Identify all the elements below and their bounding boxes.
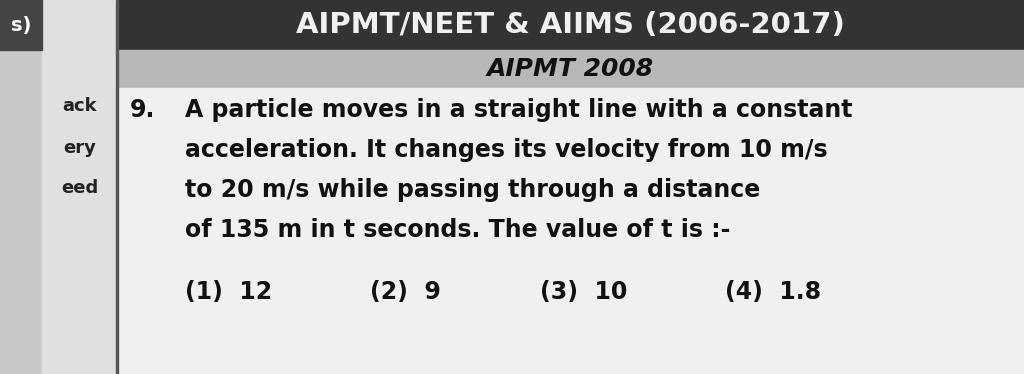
Bar — [42, 0, 117, 374]
Bar — [117, 50, 1024, 88]
Text: AIPMT/NEET & AIIMS (2006-2017): AIPMT/NEET & AIIMS (2006-2017) — [296, 11, 845, 39]
Text: (2)  9: (2) 9 — [370, 280, 441, 304]
Bar — [0, 0, 42, 50]
Bar — [117, 0, 1024, 50]
Text: of 135 m in t seconds. The value of t is :-: of 135 m in t seconds. The value of t is… — [185, 218, 730, 242]
Text: (1)  12: (1) 12 — [185, 280, 272, 304]
Text: eed: eed — [60, 179, 98, 197]
Text: AIPMT 2008: AIPMT 2008 — [487, 57, 654, 81]
Bar — [117, 88, 1024, 374]
Text: ack: ack — [62, 97, 97, 115]
Text: (3)  10: (3) 10 — [540, 280, 628, 304]
Text: s): s) — [11, 15, 31, 34]
Text: (4)  1.8: (4) 1.8 — [725, 280, 821, 304]
Text: ery: ery — [63, 139, 96, 157]
Text: 9.: 9. — [130, 98, 156, 122]
Text: to 20 m/s while passing through a distance: to 20 m/s while passing through a distan… — [185, 178, 760, 202]
Text: A particle moves in a straight line with a constant: A particle moves in a straight line with… — [185, 98, 853, 122]
Bar — [0, 0, 42, 374]
Bar — [116, 0, 118, 374]
Text: acceleration. It changes its velocity from 10 m/s: acceleration. It changes its velocity fr… — [185, 138, 827, 162]
